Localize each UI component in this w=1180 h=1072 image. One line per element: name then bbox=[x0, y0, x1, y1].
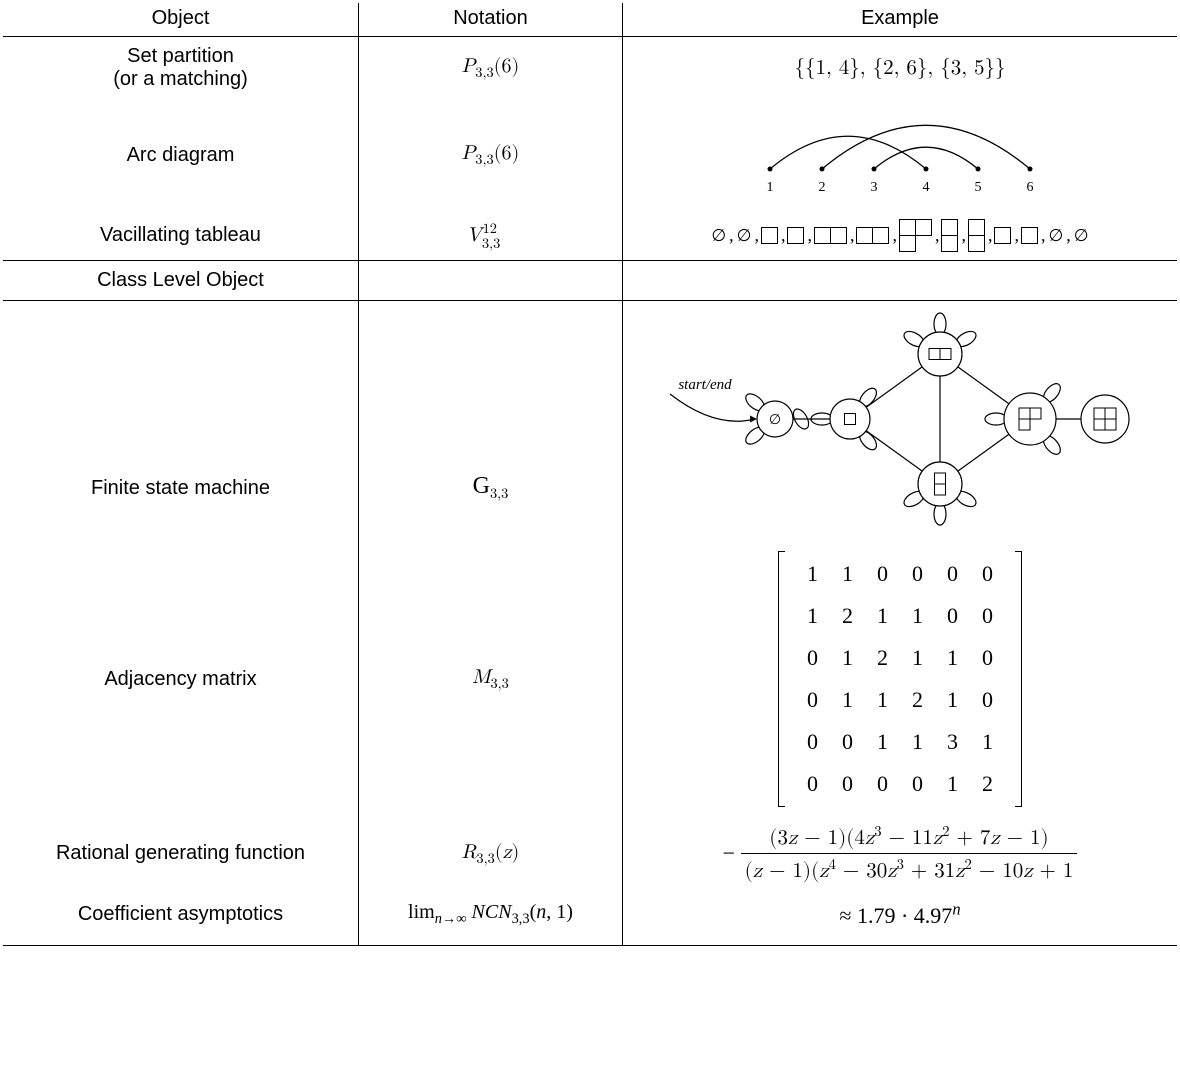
arc-notation-P: P bbox=[462, 143, 476, 163]
vac-notation-sub: 3,3 bbox=[482, 236, 500, 251]
asymptotics-label: Coefficient asymptotics bbox=[3, 892, 358, 946]
arc-notation-sub: 3,3 bbox=[475, 152, 493, 167]
tableau-sequence: ∅,∅,,,,,,,,,,∅,∅ bbox=[635, 219, 1165, 252]
header-row: Object Notation Example bbox=[3, 3, 1177, 37]
set-partition-l2: (or a matching) bbox=[113, 68, 248, 90]
matrix-lbracket bbox=[778, 551, 785, 807]
asymptotics-notation: limn→∞ NCN3,3(n, 1) bbox=[358, 892, 622, 946]
row-fsm: Finite state machine G3,3 start/end ∅ bbox=[3, 301, 1177, 544]
vac-notation-V: V bbox=[467, 225, 482, 245]
vac-notation-sup: 12 bbox=[483, 221, 497, 236]
header-example: Example bbox=[622, 3, 1177, 37]
row-arc-diagram: Arc diagram P3,3(6) 1 2 3 4 5 6 bbox=[3, 99, 1177, 211]
svg-text:4: 4 bbox=[922, 180, 929, 195]
arc-notation-arg: (6) bbox=[494, 143, 520, 163]
svg-text:start/end: start/end bbox=[678, 377, 732, 393]
adjacency-label: Adjacency matrix bbox=[3, 543, 358, 815]
arc-diagram-notation: P3,3(6) bbox=[358, 99, 622, 211]
svg-text:6: 6 bbox=[1026, 180, 1033, 195]
vacillating-notation: V123,3 bbox=[358, 211, 622, 261]
row-set-partition: Set partition (or a matching) P3,3(6) {{… bbox=[3, 37, 1177, 100]
svg-text:∅: ∅ bbox=[769, 413, 781, 428]
rat-R: R bbox=[462, 842, 477, 862]
row-vacillating: Vacillating tableau V123,3 ∅,∅,,,,,,,,,,… bbox=[3, 211, 1177, 261]
fsm-calg: G bbox=[473, 473, 490, 499]
matrix-body: 110000121100012110011210001131000012 bbox=[785, 551, 1015, 807]
fsm-example: start/end ∅ bbox=[622, 301, 1177, 544]
vacillating-label: Vacillating tableau bbox=[3, 211, 358, 261]
rational-label: Rational generating function bbox=[3, 815, 358, 892]
fsm-sub: 3,3 bbox=[490, 486, 508, 501]
row-class-level: Class Level Object bbox=[3, 261, 1177, 301]
notation-P: P bbox=[462, 56, 476, 76]
set-partition-label: Set partition (or a matching) bbox=[3, 37, 358, 100]
fsm-label: Finite state machine bbox=[3, 301, 358, 544]
rational-fraction: (3z − 1)(4z3 − 11z2 + 7z − 1) (z − 1)(z4… bbox=[741, 823, 1078, 884]
arc-diagram-example: 1 2 3 4 5 6 bbox=[622, 99, 1177, 211]
set-partition-example: {{1, 4}, {2, 6}, {3, 5}} bbox=[622, 37, 1177, 100]
vacillating-example: ∅,∅,,,,,,,,,,∅,∅ bbox=[622, 211, 1177, 261]
adj-M: M bbox=[472, 667, 490, 687]
fsm-diagram: start/end ∅ bbox=[635, 309, 1165, 529]
rat-den: (z − 1)(z4 − 30z3 + 31z2 − 10z + 1 bbox=[741, 853, 1078, 884]
row-rational: Rational generating function R3,3(z) − (… bbox=[3, 815, 1177, 892]
adj-sub: 3,3 bbox=[490, 676, 508, 691]
notation-P-arg: (6) bbox=[494, 56, 520, 76]
svg-text:2: 2 bbox=[818, 180, 825, 195]
ncn: NCN bbox=[467, 901, 512, 923]
row-asymptotics: Coefficient asymptotics limn→∞ NCN3,3(n,… bbox=[3, 892, 1177, 946]
rational-example: − (3z − 1)(4z3 − 11z2 + 7z − 1) (z − 1)(… bbox=[622, 815, 1177, 892]
objects-table: Object Notation Example Set partition (o… bbox=[3, 3, 1177, 946]
rational-notation: R3,3(z) bbox=[358, 815, 622, 892]
ncn-sub: 3,3 bbox=[512, 911, 530, 927]
row-adjacency: Adjacency matrix M3,3 110000121100012110… bbox=[3, 543, 1177, 815]
set-partition-value: {{1, 4}, {2, 6}, {3, 5}} bbox=[794, 58, 1005, 79]
set-partition-notation: P3,3(6) bbox=[358, 37, 622, 100]
class-level-example bbox=[622, 261, 1177, 301]
adjacency-example: 110000121100012110011210001131000012 bbox=[622, 543, 1177, 815]
fsm-notation: G3,3 bbox=[358, 301, 622, 544]
notation-P-sub: 3,3 bbox=[475, 65, 493, 80]
adjacency-notation: M3,3 bbox=[358, 543, 622, 815]
matrix-table: 110000121100012110011210001131000012 bbox=[795, 553, 1005, 805]
header-notation: Notation bbox=[358, 3, 622, 37]
lim: lim bbox=[408, 901, 435, 923]
adjacency-matrix: 110000121100012110011210001131000012 bbox=[635, 551, 1165, 807]
svg-text:1: 1 bbox=[766, 180, 773, 195]
rat-sub: 3,3 bbox=[476, 851, 494, 866]
arc-diagram-label: Arc diagram bbox=[3, 99, 358, 211]
class-level-notation bbox=[358, 261, 622, 301]
matrix-rbracket bbox=[1015, 551, 1022, 807]
rat-num: (3z − 1)(4z3 − 11z2 + 7z − 1) bbox=[765, 823, 1052, 853]
header-object: Object bbox=[3, 3, 358, 37]
svg-text:5: 5 bbox=[974, 180, 981, 195]
asymptotics-example: ≈ 1.79 · 4.97n bbox=[622, 892, 1177, 946]
class-level-label: Class Level Object bbox=[3, 261, 358, 301]
set-partition-l1: Set partition bbox=[127, 45, 234, 67]
arc-diagram-svg: 1 2 3 4 5 6 bbox=[730, 107, 1070, 197]
svg-text:3: 3 bbox=[870, 180, 877, 195]
